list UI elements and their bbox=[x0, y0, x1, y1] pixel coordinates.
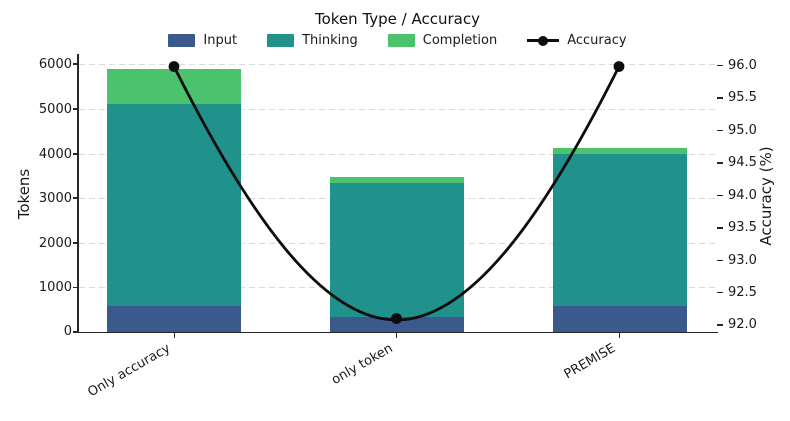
x-tick-only-accuracy bbox=[173, 333, 176, 338]
completion-swatch-icon bbox=[387, 34, 415, 47]
bar-only-accuracy-completion bbox=[107, 68, 241, 104]
bottom-axis-spine bbox=[77, 331, 718, 334]
right-tick-95.5 bbox=[717, 97, 723, 99]
left-tick-3000 bbox=[73, 197, 78, 199]
x-category-label-only-accuracy: Only accuracy bbox=[85, 341, 174, 401]
legend-item-accuracy: Accuracy bbox=[527, 33, 627, 48]
right-tick-label: 94.5 bbox=[728, 155, 757, 170]
legend-label-completion: Completion bbox=[422, 33, 498, 48]
bar-premise-input bbox=[553, 306, 687, 332]
right-tick-92.0 bbox=[717, 324, 723, 326]
left-axis-title: Tokens bbox=[15, 168, 33, 220]
left-tick-6000 bbox=[73, 63, 78, 65]
right-tick-96.0 bbox=[717, 64, 723, 67]
right-tick-94.0 bbox=[717, 194, 723, 197]
x-category-label-only-token: only token bbox=[329, 341, 396, 388]
left-tick-4000 bbox=[73, 153, 78, 155]
left-axis-spine bbox=[77, 54, 79, 333]
left-tick-5000 bbox=[73, 108, 78, 110]
x-category-label-premise: PREMISE bbox=[561, 341, 619, 383]
bar-only-accuracy-thinking bbox=[107, 104, 241, 306]
right-tick-94.5 bbox=[717, 162, 723, 164]
legend: Input Thinking Completion Accuracy bbox=[0, 33, 790, 48]
left-tick-label: 2000 bbox=[38, 235, 72, 251]
left-tick-label: 4000 bbox=[38, 146, 72, 162]
right-tick-95.0 bbox=[717, 129, 723, 132]
input-swatch-icon bbox=[168, 34, 196, 47]
bar-only-token-input bbox=[330, 317, 464, 332]
bar-only-accuracy-input bbox=[107, 306, 241, 332]
x-tick-premise bbox=[618, 333, 621, 338]
right-tick-label: 95.0 bbox=[728, 122, 757, 138]
accuracy-line-marker-icon bbox=[527, 34, 560, 47]
chart-title: Token Type / Accuracy bbox=[315, 10, 480, 28]
x-tick-only-token bbox=[395, 333, 398, 338]
right-tick-label: 94.0 bbox=[728, 187, 757, 203]
thinking-swatch-icon bbox=[267, 34, 295, 47]
bar-premise-thinking bbox=[553, 153, 687, 306]
right-tick-93.5 bbox=[717, 227, 723, 229]
legend-label-accuracy: Accuracy bbox=[567, 33, 627, 48]
legend-item-input: Input bbox=[168, 33, 237, 48]
right-tick-label: 95.5 bbox=[728, 90, 757, 105]
right-tick-92.5 bbox=[717, 291, 723, 294]
right-tick-label: 93.5 bbox=[728, 220, 757, 235]
left-tick-0 bbox=[73, 331, 78, 333]
left-tick-label: 3000 bbox=[38, 190, 72, 206]
right-tick-label: 93.0 bbox=[728, 252, 757, 268]
legend-label-input: Input bbox=[203, 33, 238, 48]
bar-only-token-thinking bbox=[330, 183, 464, 317]
left-tick-1000 bbox=[73, 286, 78, 289]
right-tick-label: 92.0 bbox=[728, 317, 757, 332]
left-tick-label: 5000 bbox=[38, 101, 72, 117]
right-tick-label: 96.0 bbox=[728, 58, 757, 73]
left-tick-label: 0 bbox=[63, 324, 72, 339]
gridline-6000 bbox=[79, 63, 717, 65]
legend-label-thinking: Thinking bbox=[302, 33, 358, 48]
right-tick-label: 92.5 bbox=[728, 284, 757, 300]
right-axis-title: Accuracy (%) bbox=[757, 146, 775, 246]
legend-item-thinking: Thinking bbox=[267, 33, 358, 48]
legend-item-completion: Completion bbox=[387, 33, 498, 48]
left-tick-2000 bbox=[73, 242, 78, 244]
right-tick-93.0 bbox=[717, 259, 723, 262]
left-tick-label: 1000 bbox=[38, 279, 72, 295]
left-tick-label: 6000 bbox=[38, 56, 72, 72]
